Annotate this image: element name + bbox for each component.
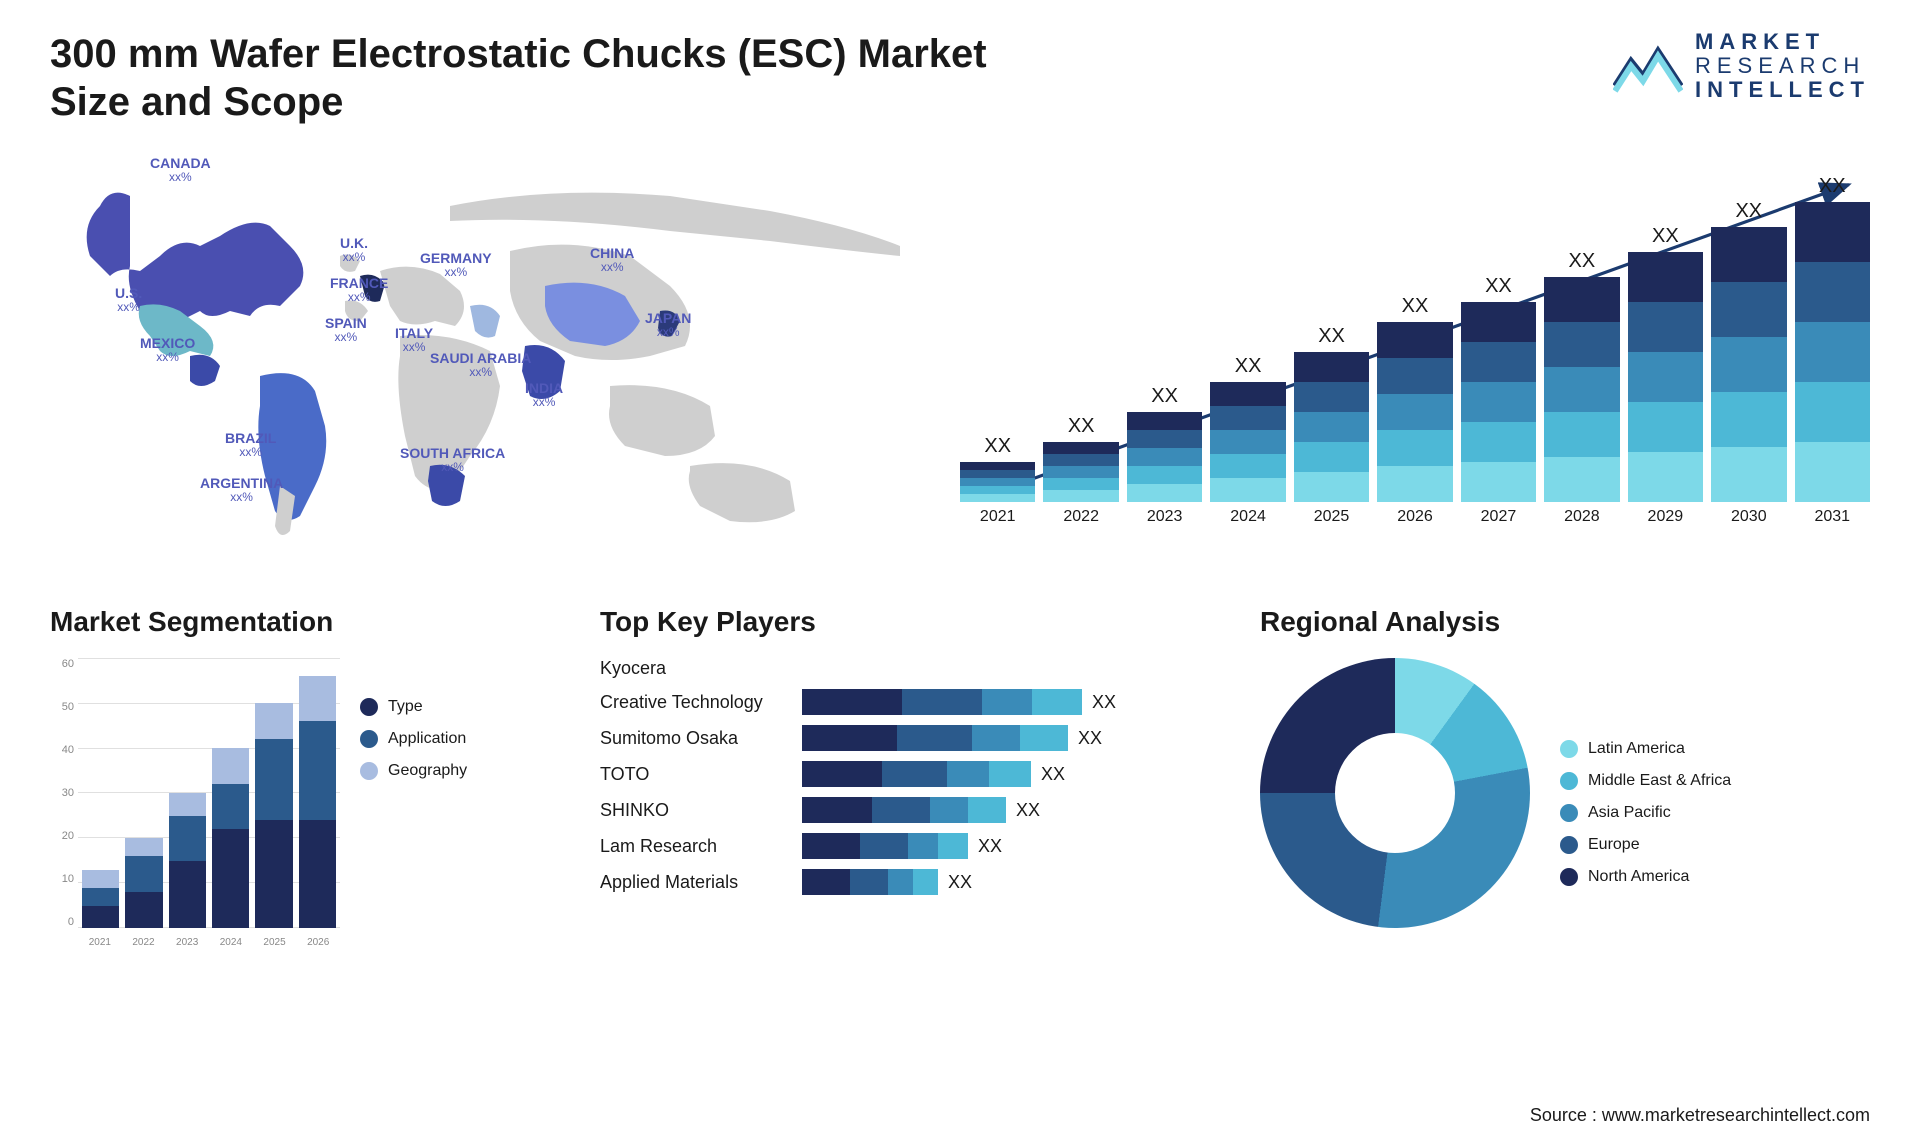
player-value: XX	[978, 836, 1002, 857]
segmentation-chart: 0102030405060 202120222023202420252026 T…	[50, 658, 570, 948]
bar-category: 2028	[1564, 508, 1600, 526]
forecast-bar: XX 2030	[1711, 200, 1786, 526]
map-label: SPAINxx%	[325, 316, 367, 345]
forecast-bar: XX 2029	[1628, 225, 1703, 526]
logo: MARKET RESEARCH INTELLECT	[1613, 30, 1870, 103]
forecast-bar: XX 2028	[1544, 250, 1619, 526]
seg-bar	[82, 870, 119, 929]
bar-value-label: XX	[1068, 415, 1095, 438]
map-label: SAUDI ARABIAxx%	[430, 351, 531, 380]
legend-item: North America	[1560, 868, 1731, 886]
player-row: Creative Technology XX	[600, 689, 1230, 715]
player-value: XX	[1092, 692, 1116, 713]
bar-category: 2025	[1314, 508, 1350, 526]
bar-category: 2029	[1648, 508, 1684, 526]
player-name: Kyocera	[600, 658, 790, 679]
segmentation-legend: Type Application Geography	[360, 658, 467, 948]
player-row: Applied Materials XX	[600, 869, 1230, 895]
logo-mark-icon	[1613, 36, 1683, 96]
regions-legend: Latin America Middle East & Africa Asia Pa…	[1560, 700, 1731, 886]
regions-title: Regional Analysis	[1260, 606, 1870, 638]
map-label: MEXICOxx%	[140, 336, 195, 365]
bar-value-label: XX	[1151, 385, 1178, 408]
bar-value-label: XX	[984, 435, 1011, 458]
map-label: GERMANYxx%	[420, 251, 492, 280]
map-label: ITALYxx%	[395, 326, 433, 355]
map-label: U.K.xx%	[340, 236, 368, 265]
seg-bar	[299, 676, 336, 928]
legend-item: Geography	[360, 762, 467, 780]
forecast-bar: XX 2027	[1461, 275, 1536, 526]
logo-text: MARKET RESEARCH INTELLECT	[1695, 30, 1870, 103]
player-name: Creative Technology	[600, 692, 790, 713]
seg-bar	[255, 703, 292, 928]
forecast-bar: XX 2031	[1795, 175, 1870, 526]
player-value: XX	[1078, 728, 1102, 749]
player-name: Lam Research	[600, 836, 790, 857]
bar-category: 2021	[980, 508, 1016, 526]
bar-category: 2026	[1397, 508, 1433, 526]
bar-category: 2027	[1481, 508, 1517, 526]
regions-chart: Latin America Middle East & Africa Asia Pa…	[1260, 658, 1870, 928]
player-row: Lam Research XX	[600, 833, 1230, 859]
forecast-bar: XX 2025	[1294, 325, 1369, 526]
map-label: BRAZILxx%	[225, 431, 276, 460]
forecast-bar: XX 2023	[1127, 385, 1202, 526]
bar-value-label: XX	[1485, 275, 1512, 298]
bar-category: 2030	[1731, 508, 1767, 526]
bar-value-label: XX	[1652, 225, 1679, 248]
player-row: Sumitomo Osaka XX	[600, 725, 1230, 751]
player-name: Sumitomo Osaka	[600, 728, 790, 749]
seg-bar	[125, 838, 162, 928]
players-chart: KyoceraCreative TechnologyXXSumitomo Osa…	[600, 658, 1230, 895]
bar-category: 2022	[1063, 508, 1099, 526]
segmentation-title: Market Segmentation	[50, 606, 570, 638]
map-label: INDIAxx%	[525, 381, 563, 410]
player-value: XX	[1016, 800, 1040, 821]
map-label: FRANCExx%	[330, 276, 388, 305]
world-map: CANADAxx% U.S.xx% MEXICOxx% BRAZILxx% ARGENT…	[50, 156, 920, 556]
player-name: Applied Materials	[600, 872, 790, 893]
map-label: JAPANxx%	[645, 311, 691, 340]
player-value: XX	[1041, 764, 1065, 785]
map-label: CHINAxx%	[590, 246, 634, 275]
bar-category: 2023	[1147, 508, 1183, 526]
forecast-bar: XX 2022	[1043, 415, 1118, 526]
forecast-chart: XX 2021 XX 2022 XX 2023 XX 2024 XX 2025 XX 2026 XX 20…	[960, 156, 1870, 556]
player-value: XX	[948, 872, 972, 893]
forecast-bar: XX 2021	[960, 435, 1035, 526]
seg-bar	[169, 793, 206, 928]
bar-value-label: XX	[1819, 175, 1846, 198]
legend-item: Type	[360, 698, 467, 716]
player-name: TOTO	[600, 764, 790, 785]
legend-item: Application	[360, 730, 467, 748]
player-name: SHINKO	[600, 800, 790, 821]
forecast-bar: XX 2026	[1377, 295, 1452, 526]
legend-item: Latin America	[1560, 740, 1731, 758]
bar-value-label: XX	[1402, 295, 1429, 318]
map-label: ARGENTINAxx%	[200, 476, 283, 505]
forecast-bar: XX 2024	[1210, 355, 1285, 526]
bar-value-label: XX	[1318, 325, 1345, 348]
legend-item: Middle East & Africa	[1560, 772, 1731, 790]
bar-value-label: XX	[1569, 250, 1596, 273]
player-row: Kyocera	[600, 658, 1230, 679]
player-row: SHINKO XX	[600, 797, 1230, 823]
source-credit: Source : www.marketresearchintellect.com	[1530, 1105, 1870, 1126]
bar-value-label: XX	[1735, 200, 1762, 223]
map-label: SOUTH AFRICAxx%	[400, 446, 505, 475]
seg-bar	[212, 748, 249, 928]
donut-chart	[1260, 658, 1530, 928]
bar-category: 2024	[1230, 508, 1266, 526]
legend-item: Asia Pacific	[1560, 804, 1731, 822]
legend-item: Europe	[1560, 836, 1731, 854]
bar-value-label: XX	[1235, 355, 1262, 378]
bar-category: 2031	[1814, 508, 1850, 526]
page-title: 300 mm Wafer Electrostatic Chucks (ESC) …	[50, 30, 1000, 126]
players-title: Top Key Players	[600, 606, 1230, 638]
map-label: U.S.xx%	[115, 286, 142, 315]
player-row: TOTO XX	[600, 761, 1230, 787]
map-label: CANADAxx%	[150, 156, 211, 185]
